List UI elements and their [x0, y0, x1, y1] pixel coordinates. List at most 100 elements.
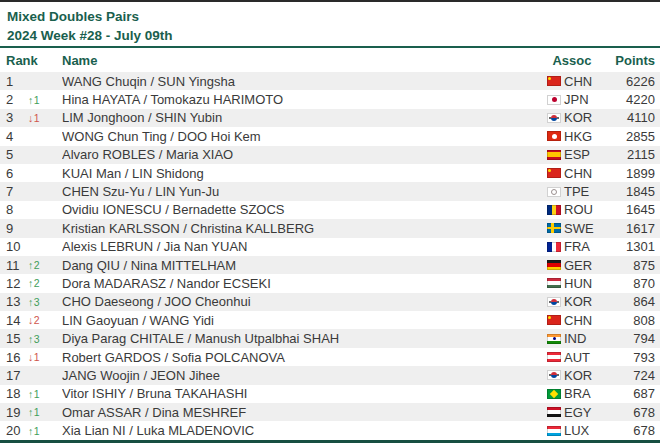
points-value: 2855	[597, 129, 655, 144]
rank-value: 4	[6, 129, 28, 144]
flag-kor-icon	[547, 297, 561, 307]
assoc-cell: CHN	[547, 74, 597, 89]
table-row: 17 JANG Woojin / JEON Jihee KOR 724	[0, 366, 660, 384]
assoc-code: AUT	[564, 350, 590, 365]
assoc-cell: GER	[547, 258, 597, 273]
assoc-code: IND	[564, 331, 586, 346]
rank-value: 18	[6, 386, 28, 401]
rank-value: 7	[6, 184, 28, 199]
rank-value: 11	[6, 258, 28, 273]
rank-value: 2	[6, 92, 28, 107]
rank-up-indicator: ↑2	[28, 277, 62, 289]
assoc-code: ESP	[564, 147, 590, 162]
points-value: 864	[597, 294, 655, 309]
rank-value: 9	[6, 221, 28, 236]
rank-value: 14	[6, 313, 28, 328]
assoc-cell: HKG	[547, 129, 597, 144]
flag-hun-icon	[547, 278, 561, 288]
rank-down-indicator: ↓2	[28, 314, 62, 326]
assoc-code: SWE	[564, 221, 594, 236]
rank-up-indicator: ↑1	[28, 425, 62, 437]
points-value: 1645	[597, 202, 655, 217]
rank-value: 1	[6, 74, 28, 89]
rank-up-indicator: ↑1	[28, 94, 62, 106]
flag-kor-icon	[547, 370, 561, 380]
assoc-code: KOR	[564, 294, 592, 309]
points-value: 678	[597, 405, 655, 420]
assoc-cell: HUN	[547, 276, 597, 291]
table-row: 10 Alexis LEBRUN / Jia Nan YUAN FRA 1301	[0, 238, 660, 256]
column-header-name: Name	[62, 53, 547, 68]
table-row: 20 ↑1 Xia Lian NI / Luka MLADENOVIC LUX …	[0, 421, 660, 439]
table-row: 14 ↓2 LIN Gaoyuan / WANG Yidi CHN 808	[0, 311, 660, 329]
assoc-code: TPE	[564, 184, 589, 199]
flag-chn-icon	[547, 76, 561, 86]
page-title: Mixed Doubles Pairs	[7, 7, 652, 26]
assoc-code: ROU	[564, 202, 593, 217]
assoc-cell: KOR	[547, 110, 597, 125]
points-value: 4220	[597, 92, 655, 107]
points-value: 6226	[597, 74, 655, 89]
flag-chn-icon	[547, 168, 561, 178]
pair-names: Ovidiu IONESCU / Bernadette SZOCS	[62, 202, 547, 217]
points-value: 794	[597, 331, 655, 346]
assoc-code: CHN	[564, 166, 592, 181]
assoc-code: LUX	[564, 423, 589, 438]
assoc-cell: IND	[547, 331, 597, 346]
pair-names: Alvaro ROBLES / Maria XIAO	[62, 147, 547, 162]
flag-aut-icon	[547, 352, 561, 362]
table-row: 7 CHEN Szu-Yu / LIN Yun-Ju TPE 1845	[0, 182, 660, 200]
assoc-code: CHN	[564, 313, 592, 328]
assoc-code: BRA	[564, 386, 591, 401]
table-row: 16 ↓1 Robert GARDOS / Sofia POLCANOVA AU…	[0, 348, 660, 366]
assoc-cell: FRA	[547, 239, 597, 254]
table-row: 18 ↑1 Vitor ISHIY / Bruna TAKAHASHI BRA …	[0, 385, 660, 403]
flag-kor-icon	[547, 113, 561, 123]
table-row: 15 ↑3 Diya Parag CHITALE / Manush Utpalb…	[0, 329, 660, 347]
table-row: 8 Ovidiu IONESCU / Bernadette SZOCS ROU …	[0, 201, 660, 219]
pair-names: Alexis LEBRUN / Jia Nan YUAN	[62, 239, 547, 254]
assoc-code: GER	[564, 258, 592, 273]
table-row: 6 KUAI Man / LIN Shidong CHN 1899	[0, 164, 660, 182]
rank-value: 20	[6, 423, 28, 438]
pair-names: WONG Chun Ting / DOO Hoi Kem	[62, 129, 547, 144]
pair-names: CHEN Szu-Yu / LIN Yun-Ju	[62, 184, 547, 199]
pair-names: LIN Gaoyuan / WANG Yidi	[62, 313, 547, 328]
assoc-code: KOR	[564, 368, 592, 383]
points-value: 870	[597, 276, 655, 291]
table-row: 19 ↑1 Omar ASSAR / Dina MESHREF EGY 678	[0, 403, 660, 421]
assoc-cell: JPN	[547, 92, 597, 107]
column-header-assoc: Assoc	[547, 53, 597, 68]
flag-fra-icon	[547, 242, 561, 252]
assoc-cell: KOR	[547, 294, 597, 309]
table-header-row: Rank Name Assoc Points	[0, 48, 660, 72]
assoc-cell: BRA	[547, 386, 597, 401]
assoc-cell: CHN	[547, 313, 597, 328]
points-value: 793	[597, 350, 655, 365]
rank-up-indicator: ↑3	[28, 333, 62, 345]
assoc-cell: ROU	[547, 202, 597, 217]
table-row: 4 WONG Chun Ting / DOO Hoi Kem HKG 2855	[0, 127, 660, 145]
flag-lux-icon	[547, 426, 561, 436]
rank-up-indicator: ↑1	[28, 388, 62, 400]
points-value: 687	[597, 386, 655, 401]
rank-value: 15	[6, 331, 28, 346]
pair-names: Omar ASSAR / Dina MESHREF	[62, 405, 547, 420]
assoc-code: CHN	[564, 74, 592, 89]
points-value: 4110	[597, 110, 655, 125]
assoc-cell: CHN	[547, 166, 597, 181]
flag-rou-icon	[547, 205, 561, 215]
rank-down-indicator: ↓1	[28, 112, 62, 124]
pair-names: Diya Parag CHITALE / Manush Utpalbhai SH…	[62, 331, 547, 346]
rank-value: 8	[6, 202, 28, 217]
flag-jpn-icon	[547, 95, 561, 105]
rank-up-indicator: ↑1	[28, 406, 62, 418]
rank-value: 10	[6, 239, 28, 254]
flag-ger-icon	[547, 260, 561, 270]
table-row: 12 ↑2 Dora MADARASZ / Nandor ECSEKI HUN …	[0, 274, 660, 292]
rank-up-indicator: ↑2	[28, 259, 62, 271]
assoc-cell: SWE	[547, 221, 597, 236]
rank-value: 19	[6, 405, 28, 420]
flag-chn-icon	[547, 315, 561, 325]
table-row: 9 Kristian KARLSSON / Christina KALLBERG…	[0, 219, 660, 237]
